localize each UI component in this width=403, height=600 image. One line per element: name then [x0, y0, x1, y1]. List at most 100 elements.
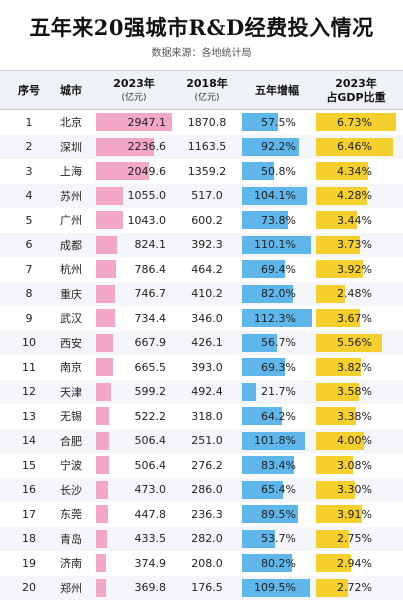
- header-2018-label: 2018年: [186, 77, 228, 90]
- rank-cell: 9: [25, 311, 33, 325]
- rd2023-bar: [96, 333, 114, 352]
- rd2018-value: 251.0: [191, 434, 223, 448]
- growth-bar: [242, 137, 300, 156]
- growth-value: 92.2%: [261, 140, 296, 154]
- rd2018-value: 393.0: [191, 360, 223, 374]
- rd2018-value: 318.0: [191, 409, 223, 423]
- rd2018-value: 1359.2: [187, 164, 227, 178]
- rank-cell: 20: [22, 581, 36, 595]
- growth-bar: [242, 260, 286, 278]
- gdp-share-value: 3.91%: [337, 507, 372, 521]
- growth-bar: [242, 578, 311, 597]
- gdp-share-value: 5.56%: [337, 336, 372, 350]
- rd2018-value: 600.2: [191, 213, 223, 227]
- table-row: 17 东莞 447.8 236.3 89.5% 3.91%: [0, 502, 403, 527]
- growth-bar: [242, 358, 286, 376]
- gdp-share-value: 3.58%: [337, 385, 372, 399]
- rd2023-value: 824.1: [134, 238, 167, 252]
- rd2023-value: 506.4: [134, 458, 167, 472]
- table-row: 4 苏州 1055.0 517.0 104.1% 4.28%: [0, 183, 403, 208]
- gdp-share-bar: [316, 162, 368, 180]
- city-cell: 深圳: [60, 140, 82, 154]
- rd2023-bar: [96, 505, 108, 523]
- header-2023-unit: (亿元): [121, 93, 147, 103]
- rd2023-bar: [96, 431, 110, 450]
- city-cell: 东莞: [60, 508, 82, 522]
- city-cell: 杭州: [60, 263, 82, 277]
- rd2023-value: 2947.1: [127, 115, 167, 129]
- city-cell: 西安: [60, 336, 82, 350]
- table-row: 15 宁波 506.4 276.2 83.4% 3.08%: [0, 453, 403, 478]
- table-row: 8 重庆 746.7 410.2 82.0% 2.48%: [0, 281, 403, 306]
- city-cell: 成都: [60, 238, 82, 252]
- table-row: 16 长沙 473.0 286.0 65.4% 3.30%: [0, 477, 403, 502]
- growth-value: 112.3%: [254, 311, 296, 325]
- rd2018-value: 236.3: [191, 507, 223, 521]
- growth-bar: [242, 480, 283, 499]
- gdp-share-bar: [316, 529, 349, 548]
- header-share-year: 2023年: [335, 77, 377, 90]
- rank-cell: 14: [22, 434, 36, 448]
- gdp-share-bar: [316, 113, 396, 131]
- rd2023-value: 1055.0: [127, 189, 167, 203]
- gdp-share-bar: [316, 505, 363, 523]
- rd2023-value: 667.9: [134, 336, 167, 350]
- city-cell: 上海: [60, 165, 82, 179]
- gdp-share-bar: [316, 260, 363, 278]
- growth-bar: [242, 431, 306, 450]
- gdp-share-value: 4.00%: [337, 434, 372, 448]
- header-city-label: 城市: [60, 84, 82, 97]
- gdp-share-bar: [316, 382, 359, 401]
- rd2023-value: 374.9: [134, 556, 167, 570]
- rd2023-bar: [96, 480, 109, 499]
- rank-cell: 7: [25, 262, 33, 276]
- gdp-share-bar: [316, 456, 353, 474]
- header-city: 城市: [50, 71, 92, 111]
- gdp-share-bar: [316, 333, 383, 352]
- table-row: 11 南京 665.5 393.0 69.3% 3.82%: [0, 355, 403, 380]
- gdp-share-value: 2.72%: [337, 581, 372, 595]
- city-cell: 北京: [60, 116, 82, 130]
- table-row: 6 成都 824.1 392.3 110.1% 3.73%: [0, 232, 403, 257]
- city-cell: 苏州: [60, 189, 82, 203]
- growth-bar: [242, 505, 298, 523]
- rd2018-value: 286.0: [191, 483, 223, 497]
- growth-bar: [242, 554, 292, 572]
- city-cell: 南京: [60, 361, 82, 375]
- header-growth: 五年增幅: [242, 71, 312, 111]
- growth-value: 57.5%: [261, 115, 296, 129]
- gdp-share-bar: [316, 358, 362, 376]
- rd2023-bar: [96, 529, 108, 548]
- city-cell: 武汉: [60, 312, 82, 326]
- rd2018-value: 282.0: [191, 532, 223, 546]
- rd2023-value: 1043.0: [127, 213, 167, 227]
- rank-cell: 5: [25, 213, 33, 227]
- rank-cell: 1: [25, 115, 33, 129]
- rank-cell: 16: [22, 483, 36, 497]
- rd2023-bar: [96, 137, 154, 156]
- rd2023-value: 786.4: [134, 262, 167, 276]
- rd2023-bar: [96, 211, 123, 229]
- gdp-share-value: 6.73%: [337, 115, 372, 129]
- rd2023-value: 447.8: [134, 507, 167, 521]
- rank-cell: 13: [22, 409, 36, 423]
- growth-bar: [242, 529, 276, 548]
- growth-value: 104.1%: [254, 189, 296, 203]
- rd2023-bar: [96, 162, 149, 180]
- rd2018-value: 426.1: [191, 336, 223, 350]
- rd2018-value: 276.2: [191, 458, 223, 472]
- gdp-share-bar: [316, 480, 356, 499]
- city-cell: 广州: [60, 214, 82, 228]
- gdp-share-bar: [316, 309, 360, 327]
- table-row: 13 无锡 522.2 318.0 64.2% 3.38%: [0, 404, 403, 429]
- gdp-share-value: 3.08%: [337, 458, 372, 472]
- header-growth-label: 五年增幅: [255, 84, 299, 97]
- header-rank-label: 序号: [18, 84, 40, 97]
- chart-title: 五年来20强城市R&D经费投入情况: [29, 15, 374, 40]
- rd2018-value: 1163.5: [187, 140, 227, 154]
- gdp-share-bar: [316, 235, 361, 254]
- rd2023-bar: [96, 554, 106, 572]
- header-share-label: 占GDP比重: [326, 91, 386, 104]
- growth-value: 56.7%: [261, 336, 296, 350]
- table-row: 2 深圳 2236.6 1163.5 92.2% 6.46%: [0, 134, 403, 159]
